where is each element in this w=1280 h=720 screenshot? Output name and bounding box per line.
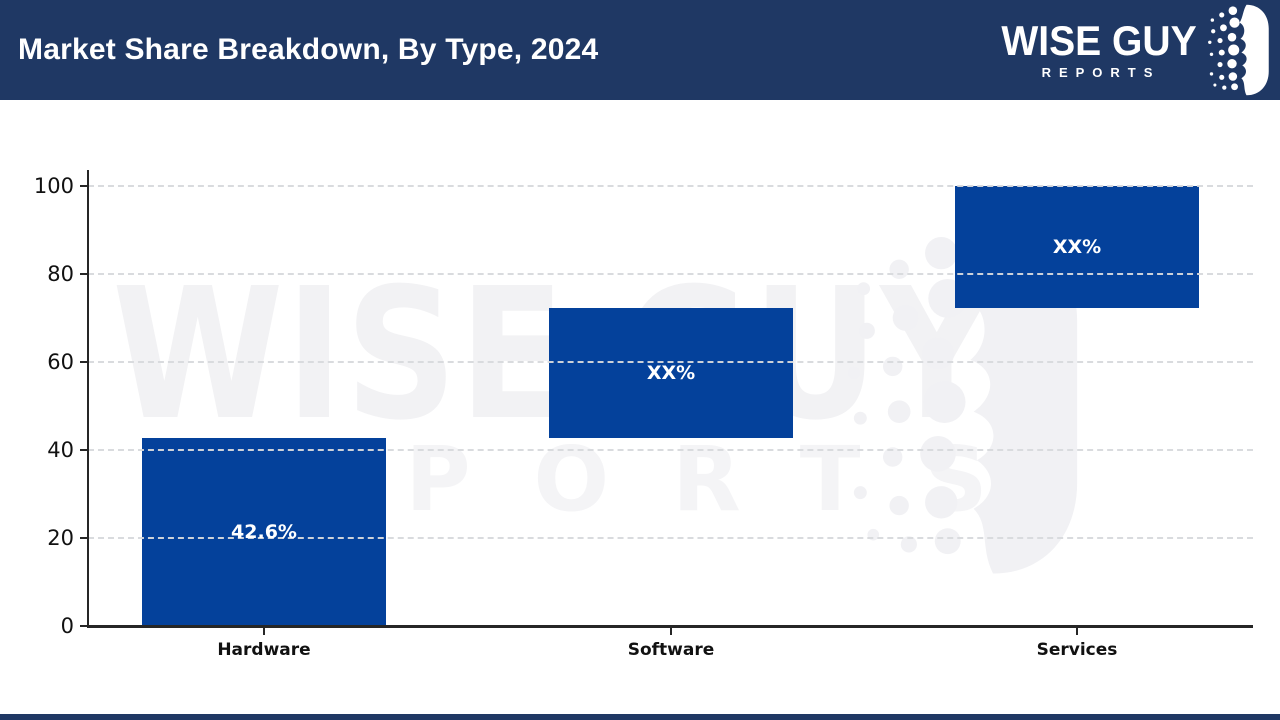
y-tick-label-60: 60: [47, 349, 74, 374]
gridline-60: [88, 360, 1253, 363]
y-tick-20: [80, 536, 88, 539]
y-tick-label-100: 100: [33, 173, 74, 198]
bar-hardware: [142, 438, 386, 626]
gridline-40: [88, 448, 1253, 451]
x-category-label-services: Services: [1036, 640, 1118, 660]
wiseguy-logo-text: WISE GUY REPORTS: [994, 17, 1204, 81]
y-tick-label-0: 0: [60, 613, 74, 638]
y-tick-label-40: 40: [47, 437, 74, 462]
wiseguy-logo: WISE GUY REPORTS: [994, 0, 1274, 100]
y-tick-0: [80, 624, 88, 627]
gridline-100: [88, 184, 1253, 187]
y-tick-100: [80, 184, 88, 187]
bar-value-label-hardware: 42.6%: [231, 520, 297, 543]
bar-software: [549, 307, 793, 439]
wiseguy-face-icon: [1190, 3, 1274, 97]
y-tick-80: [80, 272, 88, 275]
y-tick-label-20: 20: [47, 525, 74, 550]
footer-bar: [0, 714, 1280, 720]
bar-value-label-services: XX%: [1052, 235, 1102, 258]
bar-services: [955, 185, 1199, 308]
x-category-label-hardware: Hardware: [217, 640, 311, 660]
bar-value-label-software: XX%: [646, 361, 696, 384]
x-tick-software: [670, 627, 672, 635]
y-tick-label-80: 80: [47, 261, 74, 286]
chart-title: Market Share Breakdown, By Type, 2024: [18, 33, 599, 66]
wiseguy-logo-line1: WISE GUY: [1001, 17, 1197, 64]
gridline-80: [88, 272, 1253, 275]
x-category-label-software: Software: [627, 640, 715, 660]
y-tick-60: [80, 360, 88, 363]
x-tick-hardware: [263, 627, 265, 635]
wiseguy-logo-line2: REPORTS: [1041, 65, 1161, 80]
y-tick-40: [80, 448, 88, 451]
x-tick-services: [1076, 627, 1078, 635]
gridline-20: [88, 536, 1253, 539]
y-axis-line: [87, 170, 89, 627]
header-banner: Market Share Breakdown, By Type, 2024: [0, 0, 1280, 100]
x-axis-line: [87, 625, 1253, 628]
